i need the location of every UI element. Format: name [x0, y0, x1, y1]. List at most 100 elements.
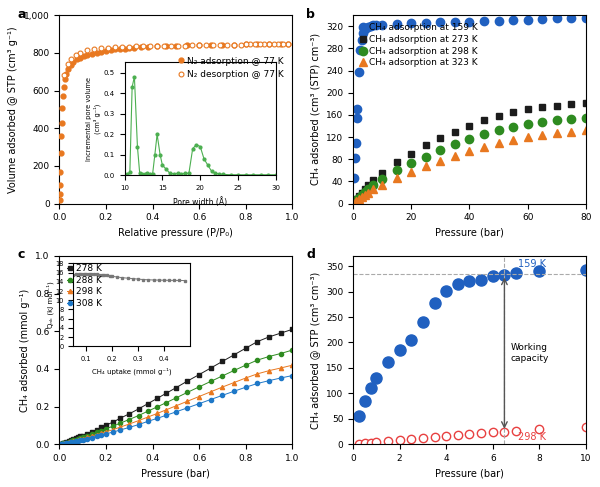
CH₄ adsorption at 323 K: [466, 148, 473, 154]
CH₄ adsorption at 273 K: [351, 198, 358, 204]
CH₄ adsorption at 159 K: [353, 115, 360, 121]
CH₄ adsorption at 323 K: [509, 137, 517, 143]
CH₄ adsorption at 298 K: [495, 128, 502, 133]
N₂ adsorption @ 77 K: [103, 48, 110, 54]
N₂ desorption @ 77 K: [77, 50, 84, 56]
298 K: [230, 380, 238, 386]
278 K: [135, 406, 142, 412]
288 K: [289, 347, 296, 353]
CH₄ adsorption at 273 K: [481, 117, 488, 123]
288 K: [74, 436, 82, 442]
N₂ desorption @ 77 K: [146, 43, 154, 49]
CH₄ adsorption at 273 K: [361, 187, 368, 192]
278 K: [77, 433, 84, 439]
308 K: [70, 439, 77, 445]
CH₄ adsorption at 298 K: [361, 189, 368, 195]
CH₄ adsorption at 273 K: [553, 103, 560, 109]
308 K: [277, 375, 284, 381]
298 K: [98, 431, 105, 436]
N₂ adsorption @ 77 K: [93, 50, 100, 56]
CH₄ adsorption at 298 K: [568, 116, 575, 122]
308 K: [74, 438, 82, 444]
N₂ adsorption @ 77 K: [58, 120, 65, 126]
N₂ adsorption @ 77 K: [56, 191, 64, 197]
Text: b: b: [307, 8, 316, 20]
N₂ adsorption @ 77 K: [121, 46, 128, 52]
N₂ adsorption @ 77 K: [184, 42, 191, 48]
298 K: [65, 439, 72, 445]
N₂ desorption @ 77 K: [140, 43, 147, 49]
308 K: [265, 378, 272, 384]
CH₄ adsorption at 159 K: [422, 20, 430, 26]
N₂ adsorption @ 77 K: [80, 53, 88, 59]
278 K: [265, 334, 272, 340]
CH₄ adsorption at 159 K: [568, 16, 575, 21]
Line: CH₄ adsorption at 159 K: CH₄ adsorption at 159 K: [350, 14, 590, 182]
278 K: [277, 330, 284, 336]
298 K: [242, 375, 249, 381]
CH₄ adsorption at 323 K: [495, 140, 502, 146]
288 K: [265, 354, 272, 359]
CH₄ adsorption at 298 K: [355, 195, 362, 201]
CH₄ adsorption at 273 K: [437, 135, 444, 141]
288 K: [172, 395, 179, 401]
Y-axis label: CH₄ adsorbed (cm³ (STP) cm⁻³): CH₄ adsorbed (cm³ (STP) cm⁻³): [311, 33, 320, 186]
CH₄ adsorption at 159 K: [481, 19, 488, 24]
278 K: [254, 339, 261, 345]
N₂ adsorption @ 77 K: [219, 42, 226, 48]
CH₄ adsorption at 159 K: [359, 31, 367, 37]
N₂ desorption @ 77 K: [230, 41, 238, 47]
CH₄ adsorption at 298 K: [393, 168, 400, 173]
308 K: [242, 384, 249, 390]
278 K: [63, 439, 70, 445]
N₂ desorption @ 77 K: [238, 41, 245, 47]
298 K: [84, 434, 91, 440]
N₂ desorption @ 77 K: [104, 45, 112, 51]
CH₄ adsorption at 323 K: [351, 200, 358, 206]
CH₄ adsorption at 323 K: [370, 187, 377, 192]
CH₄ adsorption at 159 K: [393, 21, 400, 27]
278 K: [98, 425, 105, 431]
CH₄ adsorption at 159 K: [539, 16, 546, 22]
278 K: [109, 419, 116, 425]
CH₄ adsorption at 323 K: [583, 128, 590, 133]
278 K: [61, 440, 68, 446]
CH₄ adsorption at 159 K: [524, 17, 532, 22]
298 K: [72, 438, 79, 444]
N₂ adsorption @ 77 K: [154, 43, 161, 49]
308 K: [57, 441, 64, 447]
308 K: [93, 433, 100, 439]
298 K: [254, 371, 261, 377]
Text: a: a: [17, 8, 26, 20]
298 K: [58, 441, 65, 447]
N₂ desorption @ 77 K: [188, 42, 196, 48]
288 K: [88, 431, 95, 437]
N₂ desorption @ 77 K: [209, 42, 217, 48]
N₂ desorption @ 77 K: [280, 41, 287, 47]
Legend: 278 K, 288 K, 298 K, 308 K: 278 K, 288 K, 298 K, 308 K: [64, 261, 105, 312]
298 K: [219, 384, 226, 390]
308 K: [59, 441, 67, 447]
278 K: [154, 395, 161, 401]
278 K: [116, 415, 124, 421]
N₂ adsorption @ 77 K: [144, 44, 151, 50]
N₂ desorption @ 77 K: [270, 41, 277, 47]
308 K: [58, 441, 65, 447]
Y-axis label: CH₄ adsorbed @ STP (cm³ cm⁻³): CH₄ adsorbed @ STP (cm³ cm⁻³): [311, 272, 320, 429]
288 K: [58, 441, 65, 447]
CH₄ adsorption at 273 K: [495, 113, 502, 119]
CH₄ adsorption at 159 K: [354, 107, 361, 112]
288 K: [125, 416, 133, 422]
CH₄ adsorption at 273 K: [539, 104, 546, 110]
288 K: [84, 433, 91, 439]
N₂ desorption @ 77 K: [202, 42, 209, 48]
CH₄ adsorption at 323 K: [451, 153, 458, 159]
308 K: [109, 429, 116, 435]
CH₄ adsorption at 298 K: [509, 124, 517, 130]
298 K: [196, 393, 203, 399]
N₂ desorption @ 77 K: [256, 41, 263, 47]
278 K: [219, 358, 226, 364]
N₂ desorption @ 77 K: [91, 46, 98, 52]
Y-axis label: Volume adsorbed @ STP (cm³ g⁻¹): Volume adsorbed @ STP (cm³ g⁻¹): [8, 26, 19, 193]
308 K: [98, 432, 105, 438]
